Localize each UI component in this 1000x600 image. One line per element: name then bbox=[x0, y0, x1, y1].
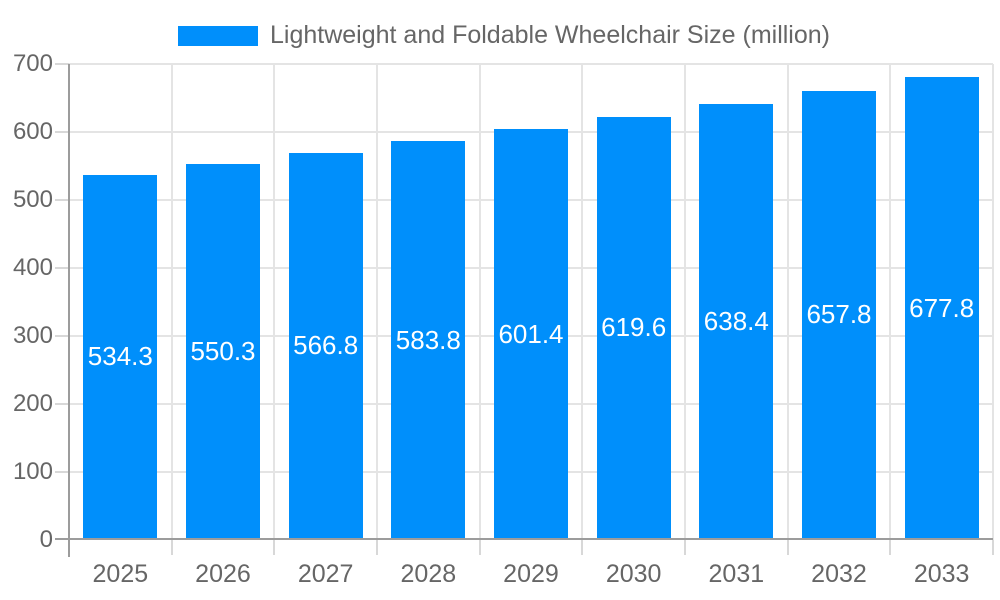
bar-2027[interactable]: 566.8 bbox=[288, 152, 363, 538]
bar-value-label: 638.4 bbox=[703, 305, 769, 336]
gridline-vertical bbox=[786, 64, 789, 540]
x-axis-tick bbox=[478, 540, 481, 555]
x-axis-tick bbox=[684, 540, 686, 555]
bar-value-label: 566.8 bbox=[293, 330, 359, 361]
bar-2032[interactable]: 657.8 bbox=[802, 90, 876, 538]
gridline-vertical bbox=[581, 64, 584, 540]
bar-value-label: 550.3 bbox=[190, 335, 256, 366]
y-axis-tick bbox=[55, 63, 69, 65]
y-axis-tick bbox=[55, 471, 69, 473]
legend-item[interactable]: Lightweight and Foldable Wheelchair Size… bbox=[178, 23, 830, 48]
y-axis-label: 300 bbox=[12, 322, 53, 349]
x-axis-label: 2025 bbox=[92, 560, 149, 588]
y-axis-label: 600 bbox=[12, 118, 53, 145]
bar-2030[interactable]: 619.6 bbox=[596, 116, 671, 538]
y-axis-tick bbox=[55, 267, 69, 269]
gridline-vertical bbox=[684, 64, 686, 540]
gridline-vertical bbox=[992, 64, 994, 540]
bar-2026[interactable]: 550.3 bbox=[186, 163, 260, 538]
bar-value-label: 583.8 bbox=[395, 324, 461, 355]
y-axis-tick bbox=[55, 199, 69, 201]
bar-2033[interactable]: 677.8 bbox=[904, 77, 979, 538]
x-axis-label: 2028 bbox=[400, 560, 457, 588]
y-axis-label: 100 bbox=[12, 458, 53, 485]
bar-2025[interactable]: 534.3 bbox=[83, 174, 158, 538]
y-axis-line bbox=[68, 64, 70, 557]
x-axis-label: 2026 bbox=[195, 560, 251, 588]
x-axis-label: 2032 bbox=[811, 560, 867, 588]
y-axis-label: 0 bbox=[39, 526, 53, 553]
bar-2029[interactable]: 601.4 bbox=[494, 129, 568, 538]
x-axis-label: 2030 bbox=[605, 560, 662, 588]
gridline-horizontal bbox=[69, 63, 993, 65]
x-axis-label: 2027 bbox=[297, 560, 354, 588]
bar-2028[interactable]: 583.8 bbox=[391, 141, 466, 538]
gridline-vertical bbox=[376, 64, 378, 540]
y-axis-label: 400 bbox=[12, 254, 53, 281]
bar-value-label: 677.8 bbox=[909, 292, 975, 323]
bar-value-label: 619.6 bbox=[601, 312, 667, 343]
bar-2031[interactable]: 638.4 bbox=[699, 103, 774, 538]
y-axis-tick bbox=[55, 403, 69, 405]
x-axis-label: 2033 bbox=[913, 560, 970, 588]
y-axis-label: 200 bbox=[12, 390, 53, 417]
x-axis-label: 2031 bbox=[708, 560, 765, 588]
gridline-vertical bbox=[273, 64, 276, 540]
gridline-vertical bbox=[889, 64, 892, 540]
gridline-vertical bbox=[478, 64, 481, 540]
x-axis-tick bbox=[889, 540, 892, 555]
bar-value-label: 601.4 bbox=[498, 318, 564, 349]
gridline-vertical bbox=[170, 64, 173, 540]
x-axis-line bbox=[55, 538, 993, 540]
x-axis-label: 2029 bbox=[503, 560, 559, 588]
y-axis-label: 700 bbox=[12, 50, 53, 77]
x-axis-tick bbox=[273, 540, 276, 555]
y-axis-label: 500 bbox=[12, 186, 53, 213]
x-axis-tick bbox=[376, 540, 378, 555]
x-axis-tick bbox=[992, 540, 994, 555]
legend-label: Lightweight and Foldable Wheelchair Size… bbox=[270, 21, 830, 49]
y-axis-tick bbox=[55, 131, 69, 133]
x-axis-tick bbox=[170, 540, 173, 555]
y-axis-tick bbox=[55, 335, 69, 337]
x-axis-tick bbox=[786, 540, 789, 555]
bar-value-label: 534.3 bbox=[87, 341, 153, 372]
x-axis-tick bbox=[581, 540, 584, 555]
bar-value-label: 657.8 bbox=[806, 299, 872, 330]
legend-marker bbox=[178, 25, 258, 46]
